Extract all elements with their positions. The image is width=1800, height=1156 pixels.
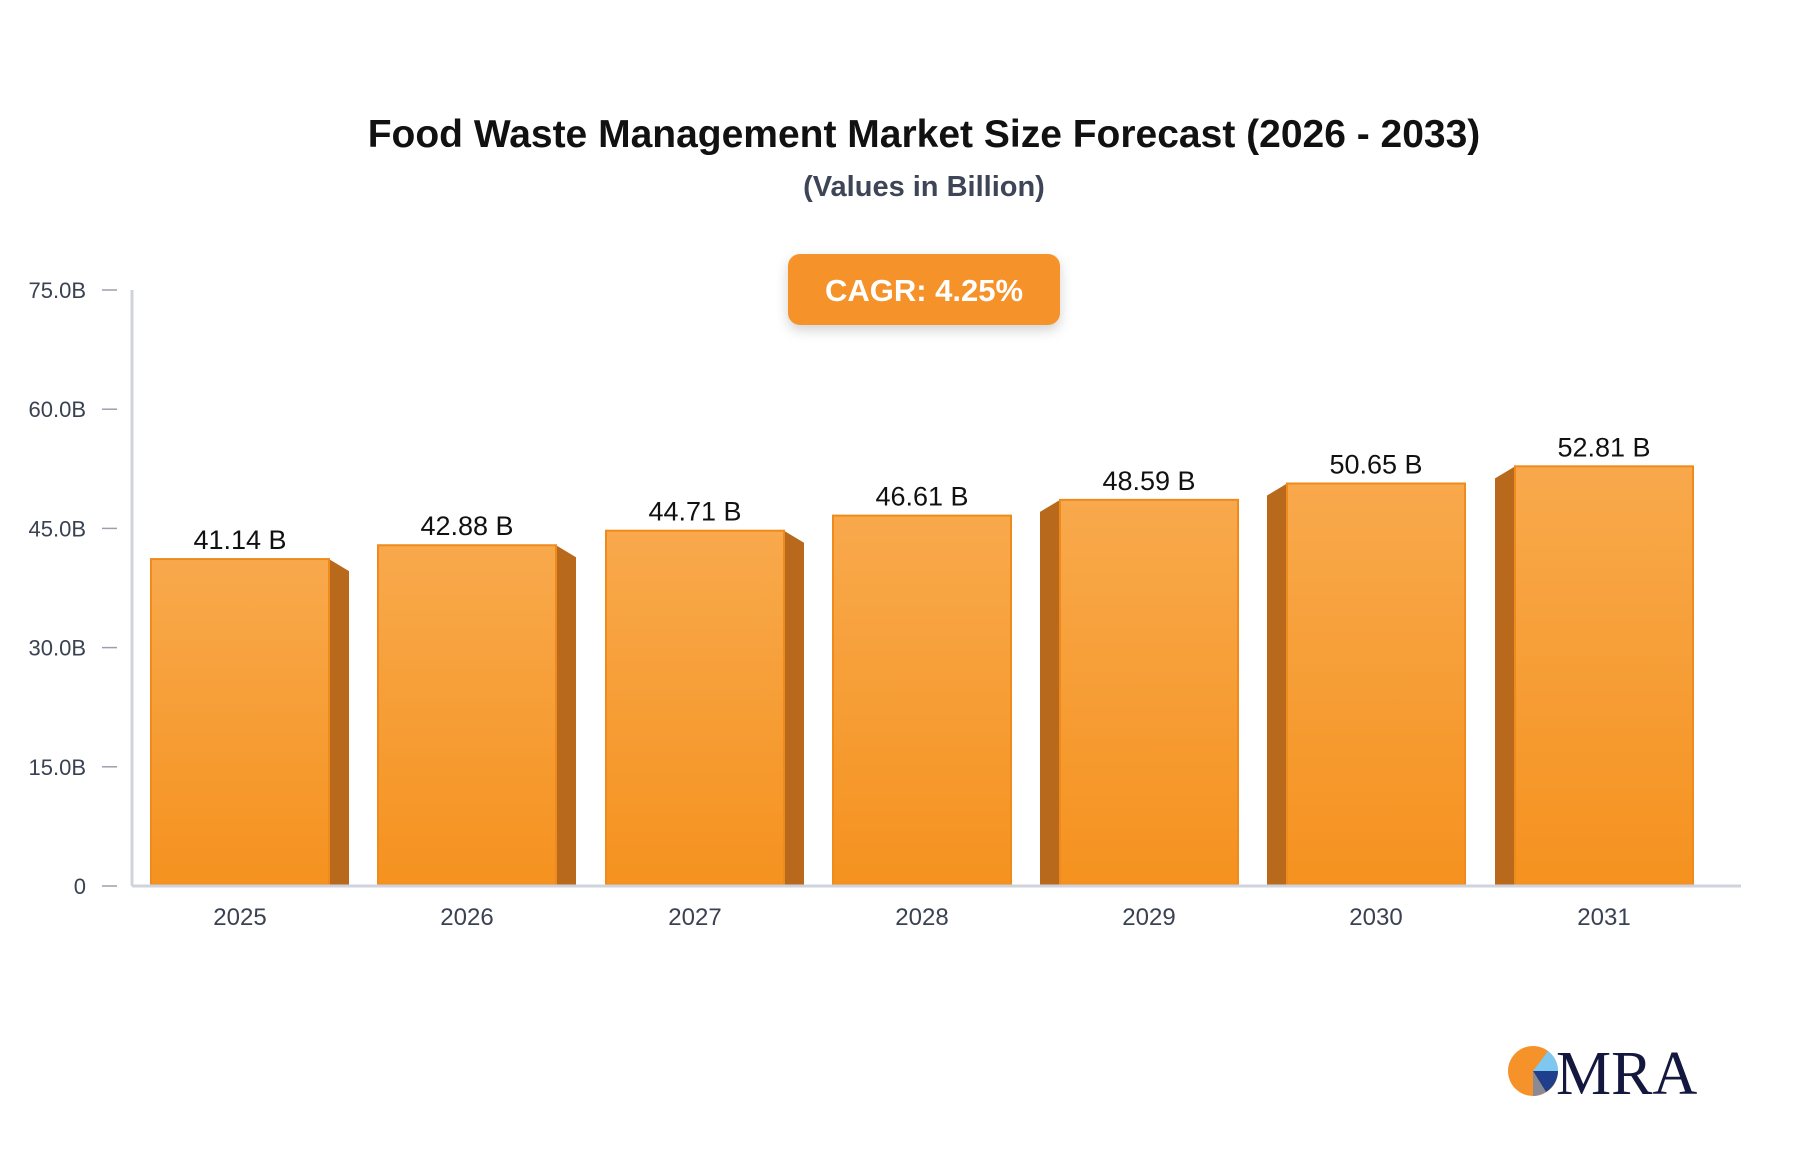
x-tick-label: 2027 xyxy=(668,904,721,931)
y-tick-label: 60.0B xyxy=(29,397,87,422)
y-axis: 0 15.0B 30.0B 45.0B 60.0B 75.0B xyxy=(29,278,134,899)
data-label: 48.59 B xyxy=(1102,466,1195,496)
data-label: 52.81 B xyxy=(1557,432,1650,462)
bar-side xyxy=(1267,483,1287,885)
bar xyxy=(605,529,785,886)
bar-side xyxy=(1040,499,1060,885)
x-axis: 2025 2026 2027 2028 2029 2030 2031 xyxy=(132,884,1741,931)
bar-side xyxy=(329,559,349,885)
x-tick-label: 2026 xyxy=(440,904,493,931)
logo-text: MRA xyxy=(1556,1040,1697,1108)
x-tick-label: 2025 xyxy=(213,904,266,931)
mra-logo: MRA xyxy=(1508,1040,1697,1108)
bar xyxy=(377,544,557,886)
data-label: 44.71 B xyxy=(648,497,741,527)
bar-group: 44.71 B xyxy=(605,497,804,886)
bar-side xyxy=(556,545,576,885)
y-tick-label: 15.0B xyxy=(29,755,87,780)
data-label: 41.14 B xyxy=(193,525,286,555)
bar-side xyxy=(1495,466,1515,885)
bar-group: 50.65 B xyxy=(1267,450,1466,886)
bar-group: 48.59 B xyxy=(1040,466,1239,886)
data-label: 46.61 B xyxy=(875,482,968,512)
chart-subtitle: (Values in Billion) xyxy=(803,171,1045,203)
bar-group: 52.81 B xyxy=(1495,432,1694,886)
x-tick-label: 2029 xyxy=(1122,904,1175,931)
y-tick-label: 0 xyxy=(74,874,86,899)
chart-title: Food Waste Management Market Size Foreca… xyxy=(368,113,1481,156)
x-tick-label: 2031 xyxy=(1577,904,1630,931)
bar xyxy=(1286,482,1466,886)
bars: 41.14 B 42.88 B 44.71 B 46.61 B 48.59 B 50.65… xyxy=(150,432,1694,887)
x-tick-label: 2030 xyxy=(1349,904,1402,931)
y-tick-label: 30.0B xyxy=(29,636,87,661)
x-tick-label: 2028 xyxy=(895,904,948,931)
y-tick-label: 75.0B xyxy=(29,278,87,303)
bar xyxy=(1059,498,1239,886)
data-label: 42.88 B xyxy=(420,511,513,541)
bar-group: 46.61 B xyxy=(832,482,1012,887)
bar xyxy=(832,514,1012,887)
bar-side xyxy=(784,530,804,885)
data-label: 50.65 B xyxy=(1329,450,1422,480)
y-tick-label: 45.0B xyxy=(29,516,87,541)
bar-group: 41.14 B xyxy=(150,525,349,887)
bar xyxy=(150,558,330,887)
cagr-badge: CAGR: 4.25% xyxy=(788,254,1060,325)
cagr-badge-text: CAGR: 4.25% xyxy=(825,273,1023,308)
bar-group: 42.88 B xyxy=(377,511,576,886)
bar xyxy=(1514,465,1694,886)
